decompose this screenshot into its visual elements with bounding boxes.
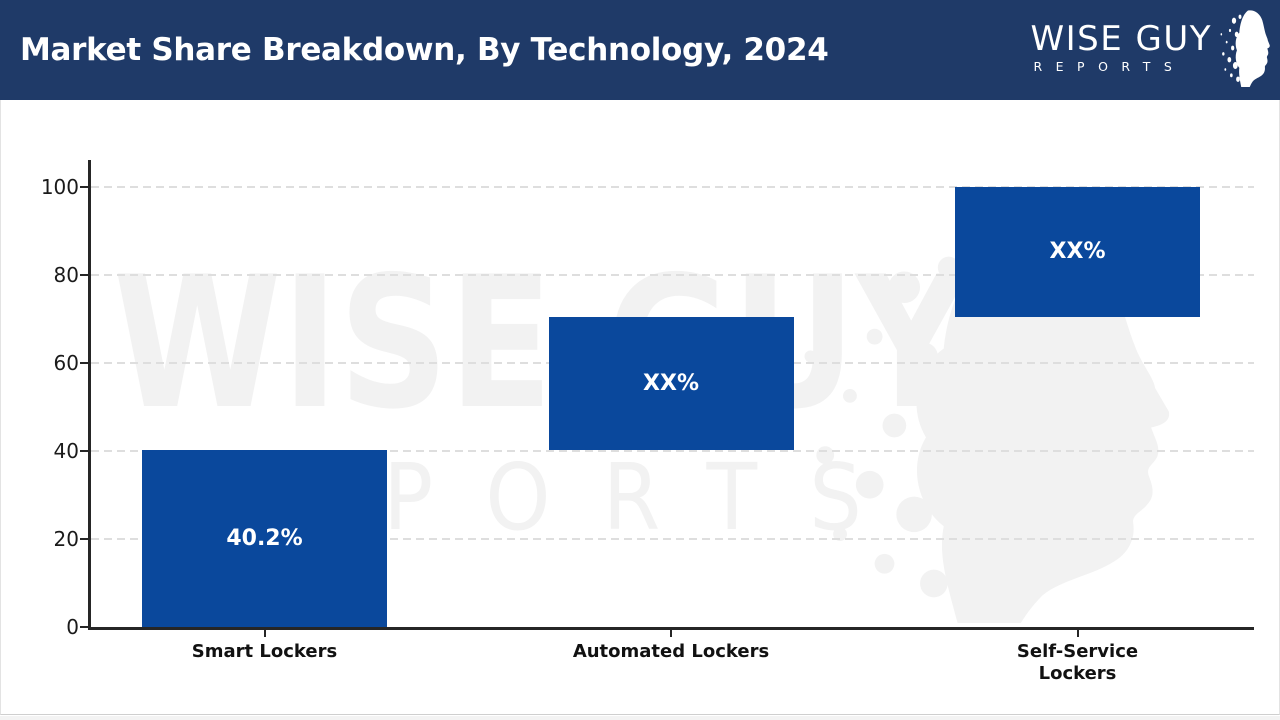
y-tick-mark — [80, 274, 88, 276]
y-tick-label: 60 — [53, 351, 79, 375]
y-tick-mark — [80, 450, 88, 452]
bar: XX% — [548, 316, 794, 451]
y-tick-mark — [80, 186, 88, 188]
bar-value-label: XX% — [643, 370, 699, 396]
x-tick-mark — [263, 630, 266, 637]
gridline — [91, 450, 1254, 452]
y-tick-mark — [80, 538, 88, 540]
category-label: Self-Service Lockers — [1016, 641, 1139, 684]
category-label: Automated Lockers — [572, 641, 770, 662]
y-axis — [88, 160, 91, 630]
category-label: Smart Lockers — [191, 641, 338, 662]
y-tick-mark — [80, 362, 88, 364]
bar: 40.2% — [142, 450, 387, 627]
plot-area: WISE GUY REPORTS 0 20 40 60 80 100 40.2% XX% XX%… — [0, 100, 1280, 715]
x-tick-mark — [1076, 630, 1079, 637]
y-tick-label: 40 — [53, 439, 79, 463]
gridline — [91, 274, 1254, 276]
y-tick-mark — [80, 626, 88, 628]
bar-value-label: 40.2% — [226, 526, 303, 552]
logo-wordmark: WISE GUY — [1030, 19, 1212, 59]
gridline — [91, 186, 1254, 188]
watermark-wordmark: WISE GUY — [113, 237, 967, 449]
y-tick-label: 80 — [53, 263, 79, 287]
x-axis — [88, 627, 1254, 630]
brand-logo: WISE GUY REPORTS — [1030, 9, 1270, 87]
y-tick-label: 0 — [66, 615, 79, 639]
gridline — [91, 538, 1254, 540]
header-bar: Market Share Breakdown, By Technology, 2… — [0, 0, 1280, 100]
bar: XX% — [955, 187, 1200, 317]
chart-title: Market Share Breakdown, By Technology, 2… — [20, 32, 829, 68]
logo-subtext: REPORTS — [1033, 59, 1186, 74]
y-tick-label: 20 — [53, 527, 79, 551]
bottom-strip — [0, 716, 1280, 720]
logo-face-icon — [1220, 10, 1270, 87]
x-tick-mark — [670, 630, 672, 637]
y-tick-label: 100 — [40, 175, 79, 199]
bar-value-label: XX% — [1049, 239, 1106, 265]
